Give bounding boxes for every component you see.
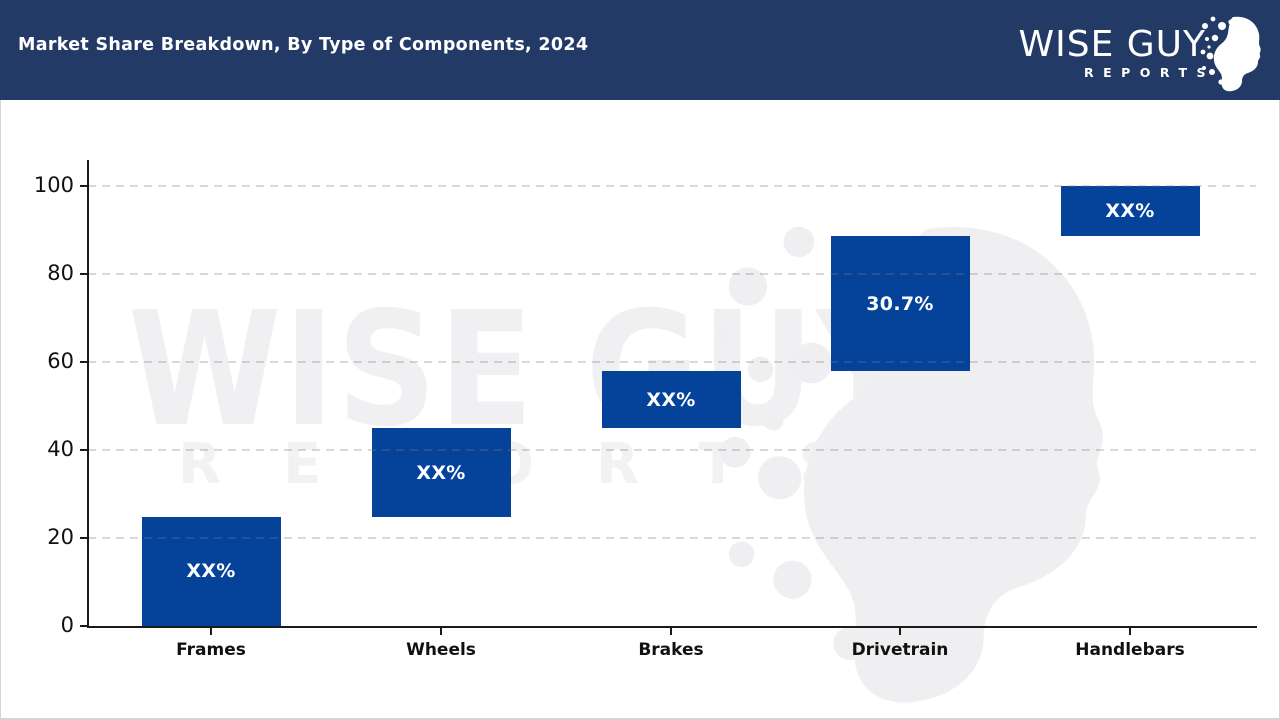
y-tick-label: 100 xyxy=(33,173,74,197)
logo-wordmark: WISE GUY xyxy=(1018,24,1206,65)
gridline xyxy=(88,449,1256,451)
y-tick-mark xyxy=(80,449,88,451)
gridline xyxy=(88,273,1256,275)
logo-text: WISE GUY REPORTS xyxy=(1018,24,1207,81)
y-tick-mark xyxy=(80,625,88,627)
y-axis-line xyxy=(87,160,89,628)
watermark-dotted-face xyxy=(713,226,1103,703)
x-category-label: Drivetrain xyxy=(851,640,949,660)
x-category-label: Handlebars xyxy=(1075,640,1185,660)
y-tick-label: 80 xyxy=(47,261,74,285)
x-tick-mark xyxy=(210,628,212,635)
x-category-label: Wheels xyxy=(406,640,476,660)
watermark-wordmark: WISE GUY xyxy=(128,278,919,462)
y-tick-label: 20 xyxy=(47,525,74,549)
wise-guy-reports-logo: WISE GUY REPORTS xyxy=(1002,6,1272,96)
x-category-label: Frames xyxy=(176,640,246,660)
bar-value-label: XX% xyxy=(1105,200,1155,223)
y-tick-label: 0 xyxy=(60,613,74,637)
bar: XX% xyxy=(1060,186,1200,237)
bar-value-label: 30.7% xyxy=(866,292,934,315)
x-category-label: Brakes xyxy=(638,640,704,660)
x-tick-mark xyxy=(1129,628,1131,635)
x-tick-mark xyxy=(670,628,672,635)
y-tick-mark xyxy=(80,361,88,363)
x-axis-line xyxy=(87,626,1257,628)
bar-value-label: XX% xyxy=(186,560,236,583)
dotted-face-icon xyxy=(1199,16,1261,92)
bar: 30.7% xyxy=(830,236,970,372)
y-tick-mark xyxy=(80,185,88,187)
gridline xyxy=(88,185,1256,187)
bar-value-label: XX% xyxy=(416,461,466,484)
gridline xyxy=(88,537,1256,539)
logo-subtitle: REPORTS xyxy=(1083,65,1215,80)
y-tick-label: 60 xyxy=(47,349,74,373)
page-title: Market Share Breakdown, By Type of Compo… xyxy=(18,35,589,55)
bar-value-label: XX% xyxy=(646,388,696,411)
gridline xyxy=(88,361,1256,363)
header-band: Market Share Breakdown, By Type of Compo… xyxy=(0,0,1280,100)
watermark: WISE GUY REPORTS xyxy=(0,100,1280,720)
x-tick-mark xyxy=(899,628,901,635)
bar: XX% xyxy=(141,516,281,626)
y-tick-mark xyxy=(80,273,88,275)
y-tick-mark xyxy=(80,537,88,539)
bar: XX% xyxy=(371,428,511,517)
x-tick-mark xyxy=(440,628,442,635)
bar: XX% xyxy=(601,371,741,429)
y-tick-label: 40 xyxy=(47,437,74,461)
